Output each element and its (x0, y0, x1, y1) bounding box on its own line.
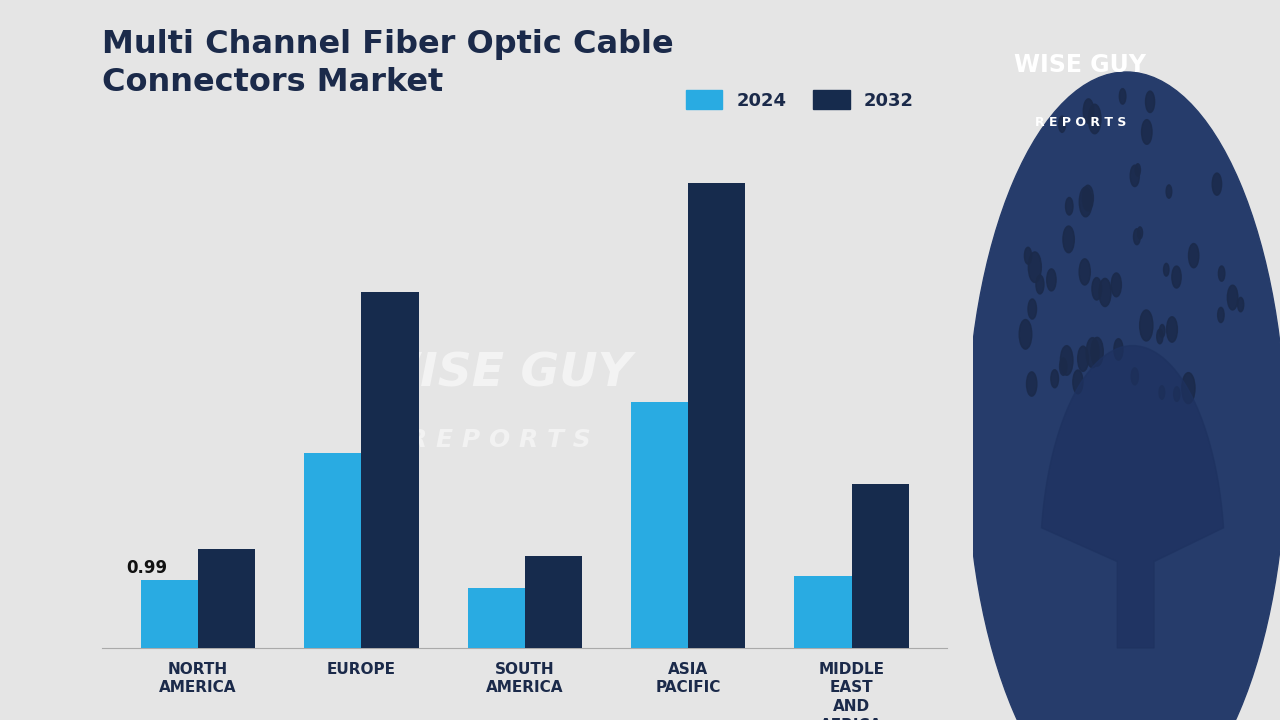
Circle shape (1130, 165, 1139, 186)
Circle shape (1212, 173, 1221, 195)
Circle shape (1028, 252, 1042, 282)
Circle shape (1060, 358, 1068, 375)
Circle shape (1228, 285, 1238, 310)
Text: R E P O R T S: R E P O R T S (1034, 116, 1126, 129)
Circle shape (1139, 310, 1153, 341)
Circle shape (1059, 116, 1065, 132)
Circle shape (1138, 227, 1143, 239)
Circle shape (1019, 320, 1032, 349)
Circle shape (1174, 387, 1180, 402)
Legend: 2024, 2032: 2024, 2032 (678, 83, 922, 117)
Circle shape (1083, 185, 1093, 211)
Circle shape (1111, 273, 1121, 297)
Circle shape (1171, 266, 1181, 288)
Bar (198, 549, 255, 648)
Circle shape (1166, 317, 1178, 342)
Circle shape (1027, 372, 1037, 396)
Polygon shape (1042, 346, 1224, 648)
Circle shape (1134, 229, 1140, 245)
Text: WISE GUY: WISE GUY (1014, 53, 1147, 77)
Bar (631, 402, 689, 648)
Circle shape (1238, 297, 1244, 312)
Circle shape (1079, 258, 1091, 285)
Bar (851, 484, 909, 648)
Circle shape (1092, 278, 1102, 300)
Circle shape (1100, 279, 1111, 307)
Circle shape (1028, 299, 1037, 319)
Text: Multi Channel Fiber Optic Cable
Connectors Market: Multi Channel Fiber Optic Cable Connecto… (102, 29, 675, 98)
Circle shape (1087, 338, 1100, 368)
Circle shape (1065, 197, 1073, 215)
Circle shape (1051, 369, 1059, 388)
Circle shape (1079, 187, 1092, 217)
Circle shape (1142, 120, 1152, 144)
Bar (361, 292, 419, 648)
Bar (467, 588, 525, 648)
Bar (525, 556, 582, 648)
Circle shape (1181, 373, 1196, 404)
Circle shape (1217, 307, 1224, 323)
Bar (305, 453, 361, 648)
Circle shape (1166, 185, 1171, 198)
Bar (141, 580, 198, 648)
Circle shape (1219, 266, 1225, 282)
Circle shape (1060, 346, 1073, 375)
Circle shape (1024, 247, 1032, 264)
Circle shape (1114, 338, 1123, 360)
Text: WISE GUY: WISE GUY (367, 352, 631, 397)
Circle shape (1091, 338, 1103, 366)
Circle shape (1119, 89, 1126, 104)
Bar (689, 183, 745, 648)
Circle shape (966, 72, 1280, 720)
Circle shape (1062, 226, 1074, 253)
Text: 0.99: 0.99 (125, 559, 168, 577)
Circle shape (1078, 346, 1088, 372)
Text: R E P O R T S: R E P O R T S (408, 428, 591, 452)
Circle shape (1189, 243, 1199, 268)
Circle shape (1135, 163, 1140, 176)
Circle shape (1146, 91, 1155, 112)
Circle shape (1088, 104, 1101, 134)
Circle shape (1157, 329, 1164, 343)
Circle shape (1160, 325, 1165, 338)
Circle shape (1047, 269, 1056, 291)
Circle shape (1164, 264, 1169, 276)
Circle shape (1132, 368, 1138, 385)
Circle shape (1083, 99, 1093, 123)
Circle shape (1036, 275, 1044, 294)
Circle shape (1158, 386, 1165, 400)
Circle shape (1073, 370, 1083, 394)
Bar (795, 576, 851, 648)
